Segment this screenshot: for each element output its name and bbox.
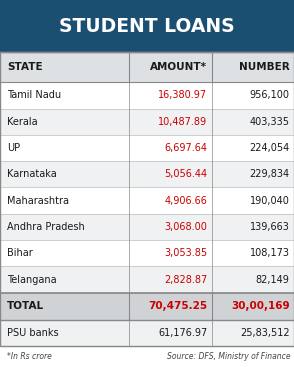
Text: 30,00,169: 30,00,169 <box>231 301 290 311</box>
Bar <box>0 320 294 346</box>
Text: 10,487.89: 10,487.89 <box>158 117 207 127</box>
Text: 403,335: 403,335 <box>250 117 290 127</box>
Bar <box>0 135 294 161</box>
Text: 108,173: 108,173 <box>250 248 290 258</box>
Bar <box>0 52 294 82</box>
Text: 5,056.44: 5,056.44 <box>164 169 207 179</box>
Text: Andhra Pradesh: Andhra Pradesh <box>7 222 85 232</box>
Bar <box>0 0 294 52</box>
Bar <box>0 82 294 109</box>
Text: 956,100: 956,100 <box>250 90 290 101</box>
Text: Telangana: Telangana <box>7 275 57 284</box>
Text: 61,176.97: 61,176.97 <box>158 328 207 338</box>
Text: 25,83,512: 25,83,512 <box>240 328 290 338</box>
Bar <box>0 292 294 320</box>
Text: STATE: STATE <box>7 62 43 72</box>
Text: 2,828.87: 2,828.87 <box>164 275 207 284</box>
Text: Tamil Nadu: Tamil Nadu <box>7 90 61 101</box>
Text: 82,149: 82,149 <box>256 275 290 284</box>
Text: STUDENT LOANS: STUDENT LOANS <box>59 17 235 36</box>
Text: 139,663: 139,663 <box>250 222 290 232</box>
Bar <box>0 109 294 135</box>
Text: Maharashtra: Maharashtra <box>7 196 69 206</box>
Text: Source: DFS, Ministry of Finance: Source: DFS, Ministry of Finance <box>168 352 291 361</box>
Bar <box>0 214 294 240</box>
Bar <box>0 188 294 214</box>
Text: 70,475.25: 70,475.25 <box>148 301 207 311</box>
Bar <box>0 240 294 266</box>
Text: 16,380.97: 16,380.97 <box>158 90 207 101</box>
Text: Bihar: Bihar <box>7 248 33 258</box>
Text: *In Rs crore: *In Rs crore <box>7 352 52 361</box>
Text: 6,697.64: 6,697.64 <box>164 143 207 153</box>
Text: UP: UP <box>7 143 21 153</box>
Text: 3,068.00: 3,068.00 <box>164 222 207 232</box>
Text: PSU banks: PSU banks <box>7 328 59 338</box>
Bar <box>0 346 294 367</box>
Text: TOTAL: TOTAL <box>7 301 44 311</box>
Text: 4,906.66: 4,906.66 <box>164 196 207 206</box>
Text: 190,040: 190,040 <box>250 196 290 206</box>
Text: 3,053.85: 3,053.85 <box>164 248 207 258</box>
Text: AMOUNT*: AMOUNT* <box>150 62 207 72</box>
Bar <box>0 161 294 188</box>
Text: Karnataka: Karnataka <box>7 169 57 179</box>
Text: 229,834: 229,834 <box>250 169 290 179</box>
Text: Kerala: Kerala <box>7 117 38 127</box>
Text: 224,054: 224,054 <box>249 143 290 153</box>
Bar <box>0 52 294 346</box>
Text: NUMBER: NUMBER <box>239 62 290 72</box>
Bar <box>0 266 294 292</box>
